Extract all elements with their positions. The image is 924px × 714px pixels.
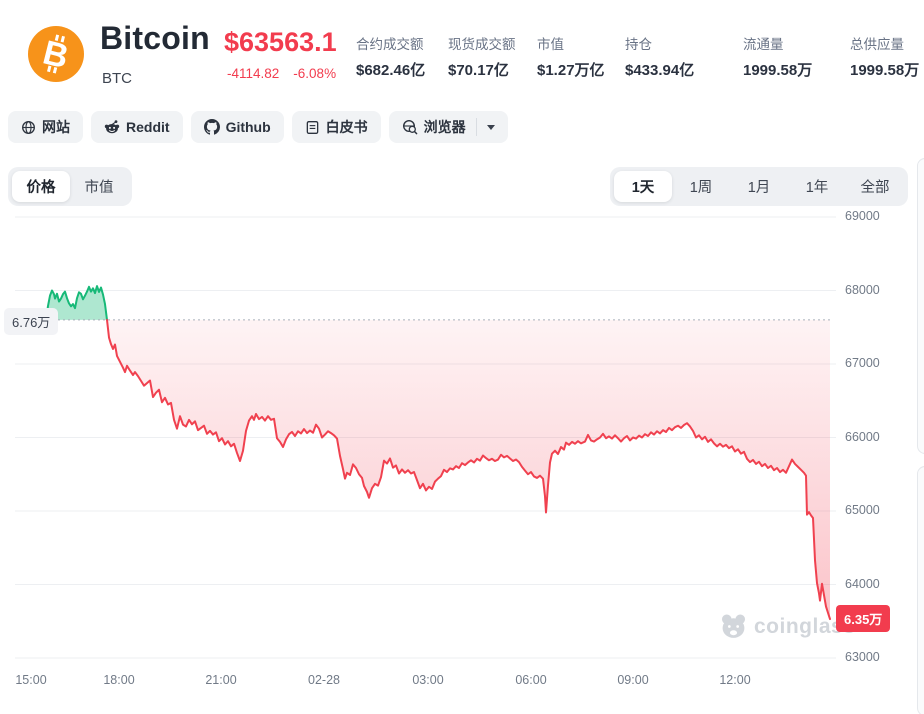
tab-price[interactable]: 价格 bbox=[12, 171, 70, 202]
stat-label: 持仓 bbox=[625, 37, 652, 52]
range-1w[interactable]: 1周 bbox=[689, 180, 713, 196]
coin-symbol: BTC bbox=[102, 70, 132, 87]
chart-metric-tabs: 价格 市值 bbox=[8, 167, 132, 206]
range-1y[interactable]: 1年 bbox=[805, 180, 829, 196]
y-axis-label: 68000 bbox=[845, 282, 880, 297]
chevron-down-icon[interactable] bbox=[486, 124, 495, 130]
range-1d[interactable]: 1天 bbox=[614, 171, 672, 202]
x-axis-label: 02-28 bbox=[308, 673, 340, 687]
right-card-edge bbox=[917, 466, 924, 714]
globe-icon bbox=[22, 120, 35, 134]
y-axis-label: 69000 bbox=[845, 209, 880, 223]
range-all[interactable]: 全部 bbox=[860, 180, 890, 196]
x-axis-label: 18:00 bbox=[103, 673, 135, 687]
explorer-button[interactable]: 浏览器 bbox=[388, 111, 508, 143]
bitcoin-logo-icon: B bbox=[28, 26, 84, 82]
watermark-text: coinglass bbox=[754, 614, 856, 638]
stat-value: 1999.58万 bbox=[850, 62, 920, 79]
coin-price: $63563.1 bbox=[224, 27, 337, 57]
open-price-label: 6.76万 bbox=[4, 307, 59, 335]
github-button[interactable]: Github bbox=[190, 111, 284, 143]
y-axis-label: 65000 bbox=[845, 503, 880, 517]
reddit-icon bbox=[104, 120, 120, 134]
stat-label: 市值 bbox=[537, 37, 564, 52]
right-card-edge bbox=[917, 158, 924, 454]
price-change-percent: -6.08% bbox=[293, 66, 337, 81]
y-axis-label: 67000 bbox=[845, 356, 880, 370]
stat-value: $70.17亿 bbox=[448, 62, 509, 79]
stat-value: $682.46亿 bbox=[356, 62, 426, 79]
y-axis-label: 66000 bbox=[845, 429, 880, 444]
button-divider bbox=[475, 118, 477, 136]
x-axis-label: 15:00 bbox=[15, 673, 47, 687]
stat-value: 1999.58万 bbox=[743, 62, 813, 79]
stat-label: 总供应量 bbox=[850, 37, 904, 52]
price-change: -4114.82 -6.08% bbox=[227, 66, 336, 81]
time-range-tabs: 1天 1周 1月 1年 全部 bbox=[610, 167, 908, 206]
price-chart[interactable]: coinglass 6.76万 6.35万 69000 68000 67000 660… bbox=[0, 206, 924, 714]
stat-label: 合约成交额 bbox=[356, 37, 424, 52]
stat-label: 现货成交额 bbox=[448, 37, 516, 52]
resource-links-row: 网站 Reddit Github bbox=[8, 111, 508, 143]
x-axis-label: 03:00 bbox=[412, 673, 444, 687]
coinglass-bear-icon bbox=[721, 614, 746, 638]
stat-label: 流通量 bbox=[743, 37, 784, 52]
reddit-button[interactable]: Reddit bbox=[91, 111, 183, 143]
stat-value: $1.27万亿 bbox=[537, 62, 605, 79]
coin-name: Bitcoin bbox=[100, 20, 210, 56]
website-button[interactable]: 网站 bbox=[8, 111, 83, 143]
y-axis-label: 64000 bbox=[845, 576, 880, 591]
explorer-search-icon bbox=[402, 119, 418, 135]
github-label: Github bbox=[225, 119, 271, 135]
stat-value: $433.94亿 bbox=[625, 62, 695, 79]
document-icon bbox=[306, 120, 318, 134]
range-1m[interactable]: 1月 bbox=[747, 180, 771, 196]
x-axis-label: 06:00 bbox=[515, 673, 547, 687]
whitepaper-label: 白皮书 bbox=[325, 119, 368, 135]
coinglass-watermark: coinglass bbox=[720, 613, 855, 640]
tab-marketcap[interactable]: 市值 bbox=[84, 180, 114, 196]
website-label: 网站 bbox=[42, 119, 70, 135]
reddit-label: Reddit bbox=[126, 119, 170, 135]
whitepaper-button[interactable]: 白皮书 bbox=[291, 111, 381, 143]
x-axis-label: 21:00 bbox=[205, 673, 237, 687]
price-change-absolute: -4114.82 bbox=[227, 66, 280, 81]
current-price-badge: 6.35万 bbox=[836, 604, 891, 632]
x-axis-label: 12:00 bbox=[719, 673, 751, 687]
x-axis-label: 09:00 bbox=[617, 673, 649, 687]
github-icon bbox=[203, 119, 220, 135]
y-axis-label: 63000 bbox=[845, 650, 880, 664]
explorer-label: 浏览器 bbox=[423, 119, 466, 135]
